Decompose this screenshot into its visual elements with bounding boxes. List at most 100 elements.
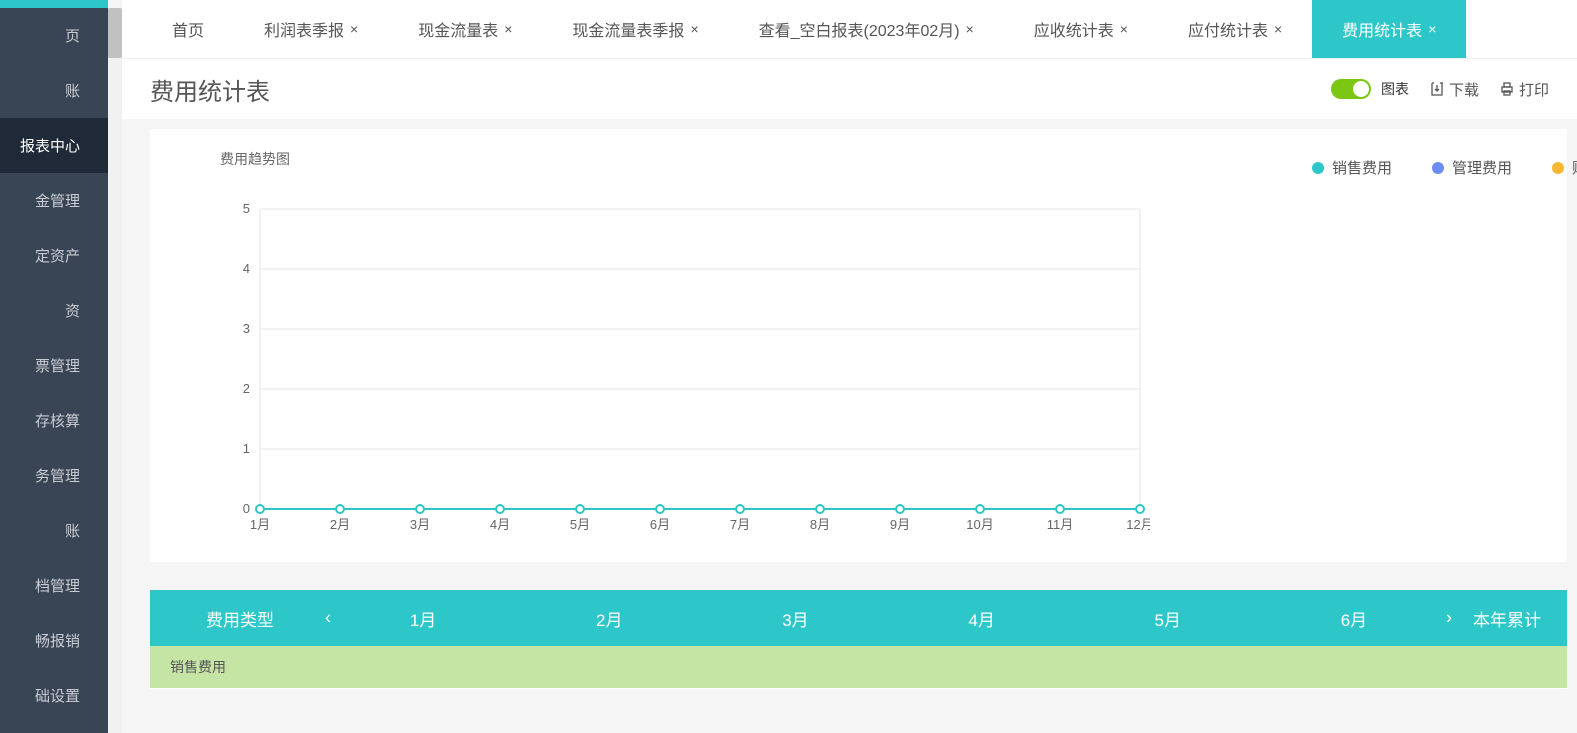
sidebar-item-6[interactable]: 票管理 xyxy=(0,338,108,393)
close-icon[interactable]: × xyxy=(690,21,698,37)
tab-3[interactable]: 现金流量表季报 × xyxy=(542,0,728,58)
close-icon[interactable]: × xyxy=(1428,21,1436,37)
chart-svg: 0123451月2月3月4月5月6月7月8月9月10月11月12月 xyxy=(230,199,1150,539)
th-month-4: 4月 xyxy=(889,606,1075,631)
sidebar-item-label: 础设置 xyxy=(35,685,80,706)
print-icon xyxy=(1499,81,1515,97)
sidebar-item-label: 金管理 xyxy=(35,190,80,211)
chart-plot: 0123451月2月3月4月5月6月7月8月9月10月11月12月 xyxy=(230,199,1527,542)
svg-text:12月: 12月 xyxy=(1126,517,1150,532)
toggle-knob xyxy=(1353,81,1369,97)
tab-4[interactable]: 查看_空白报表(2023年02月)× xyxy=(729,0,1004,58)
sidebar-item-3[interactable]: 金管理 xyxy=(0,173,108,228)
tab-label: 应收统计表 xyxy=(1034,17,1114,41)
tab-1[interactable]: 利润表季报 × xyxy=(234,0,388,58)
sidebar-item-label: 档管理 xyxy=(35,575,80,596)
sidebar-item-label: 资 xyxy=(65,300,80,321)
legend-item[interactable]: 销售费用 xyxy=(1312,157,1392,178)
chart-card: 费用趋势图 销售费用管理费用财 0123451月2月3月4月5月6月7月8月9月… xyxy=(150,129,1567,562)
legend-item[interactable]: 管理费用 xyxy=(1432,157,1512,178)
sidebar-item-0[interactable]: 页 xyxy=(0,8,108,63)
svg-text:1: 1 xyxy=(243,441,250,456)
sidebar-item-1[interactable]: 账 xyxy=(0,63,108,118)
tab-2[interactable]: 现金流量表× xyxy=(388,0,542,58)
th-total: 本年累计 xyxy=(1447,606,1567,631)
tab-label: 应付统计表 xyxy=(1188,17,1268,41)
table-area: 费用类型 ‹ 1月 2月 3月 4月 5月 6月 › 本年累计 销售费用 xyxy=(150,590,1567,689)
sidebar-item-report-center[interactable]: 报表中心 xyxy=(0,118,108,173)
tab-label: 现金流量表季报 xyxy=(572,17,684,41)
sidebar-item-label: 定资产 xyxy=(35,245,80,266)
sidebar-item-label: 页 xyxy=(65,25,80,46)
print-button[interactable]: 打印 xyxy=(1499,79,1549,100)
sidebar-item-label: 报表中心 xyxy=(20,135,80,156)
close-icon[interactable]: × xyxy=(1274,21,1282,37)
svg-text:10月: 10月 xyxy=(966,517,993,532)
sidebar-item-5[interactable]: 资 xyxy=(0,283,108,338)
th-type: 费用类型 xyxy=(150,606,330,631)
legend-dot-icon xyxy=(1312,162,1324,174)
sidebar-item-label: 存核算 xyxy=(35,410,80,431)
svg-text:4: 4 xyxy=(243,261,250,276)
scrollbar-track[interactable] xyxy=(108,8,122,733)
svg-text:6月: 6月 xyxy=(650,517,670,532)
tab-5[interactable]: 应收统计表 × xyxy=(1004,0,1158,58)
svg-text:3月: 3月 xyxy=(410,517,430,532)
chart-legend: 销售费用 管理费用 财 xyxy=(1312,157,1577,178)
tab-0[interactable]: 首页 xyxy=(142,0,234,58)
download-icon xyxy=(1429,81,1445,97)
table-row[interactable]: 销售费用 xyxy=(150,646,1567,689)
th-month-5: 5月 xyxy=(1075,606,1261,631)
close-icon[interactable]: × xyxy=(350,21,358,37)
svg-text:5月: 5月 xyxy=(570,517,590,532)
sidebar-item-7[interactable]: 存核算 xyxy=(0,393,108,448)
legend-label: 财 xyxy=(1572,157,1577,178)
th-month-3: 3月 xyxy=(702,606,888,631)
legend-item[interactable]: 财 xyxy=(1552,157,1577,178)
chart-toggle[interactable] xyxy=(1331,79,1371,99)
svg-text:2: 2 xyxy=(243,381,250,396)
tab-6[interactable]: 应付统计表 × xyxy=(1158,0,1312,58)
sidebar-item-11[interactable]: 畅报销 xyxy=(0,613,108,668)
th-month-6: 6月 › xyxy=(1261,606,1447,631)
svg-text:0: 0 xyxy=(243,501,250,516)
sidebar-item-label: 畅报销 xyxy=(35,630,80,651)
svg-text:11月: 11月 xyxy=(1047,517,1074,532)
close-icon[interactable]: × xyxy=(1120,21,1128,37)
page-title: 费用统计表 xyxy=(150,72,1331,107)
sidebar-item-label: 账 xyxy=(65,80,80,101)
scrollbar-thumb[interactable] xyxy=(108,8,122,58)
toggle-label: 图表 xyxy=(1381,79,1409,99)
tab-label: 利润表季报 xyxy=(264,17,344,41)
th-month-2: 2月 xyxy=(516,606,702,631)
svg-text:9月: 9月 xyxy=(890,517,910,532)
main-area: 首页利润表季报×现金流量表×现金流量表季报×查看_空白报表(2023年02月)×… xyxy=(122,0,1577,733)
svg-text:3: 3 xyxy=(243,321,250,336)
tab-bar: 首页利润表季报×现金流量表×现金流量表季报×查看_空白报表(2023年02月)×… xyxy=(122,0,1577,59)
svg-text:5: 5 xyxy=(243,201,250,216)
arrow-left-icon[interactable]: ‹ xyxy=(325,608,331,629)
download-button[interactable]: 下载 xyxy=(1429,79,1479,100)
svg-text:7月: 7月 xyxy=(730,517,750,532)
content: 费用趋势图 销售费用管理费用财 0123451月2月3月4月5月6月7月8月9月… xyxy=(122,119,1577,733)
svg-text:8月: 8月 xyxy=(810,517,830,532)
legend-label: 销售费用 xyxy=(1332,157,1392,178)
legend-dot-icon xyxy=(1432,162,1444,174)
tab-7[interactable]: 费用统计表 × xyxy=(1312,0,1466,58)
close-icon[interactable]: × xyxy=(966,21,974,37)
row-label: 销售费用 xyxy=(170,657,226,677)
sidebar-item-4[interactable]: 定资产 xyxy=(0,228,108,283)
legend-dot-icon xyxy=(1552,162,1564,174)
svg-text:4月: 4月 xyxy=(490,517,510,532)
tab-label: 首页 xyxy=(172,17,204,41)
sidebar-item-8[interactable]: 务管理 xyxy=(0,448,108,503)
close-icon[interactable]: × xyxy=(504,21,512,37)
sidebar-item-label: 票管理 xyxy=(35,355,80,376)
tab-label: 费用统计表 xyxy=(1342,17,1422,41)
sidebar-item-12[interactable]: 础设置 xyxy=(0,668,108,723)
sidebar-item-9[interactable]: 账 xyxy=(0,503,108,558)
chart-title: 费用趋势图 xyxy=(220,149,290,169)
print-label: 打印 xyxy=(1519,79,1549,100)
topbar-accent xyxy=(0,0,108,8)
sidebar-item-10[interactable]: 档管理 xyxy=(0,558,108,613)
